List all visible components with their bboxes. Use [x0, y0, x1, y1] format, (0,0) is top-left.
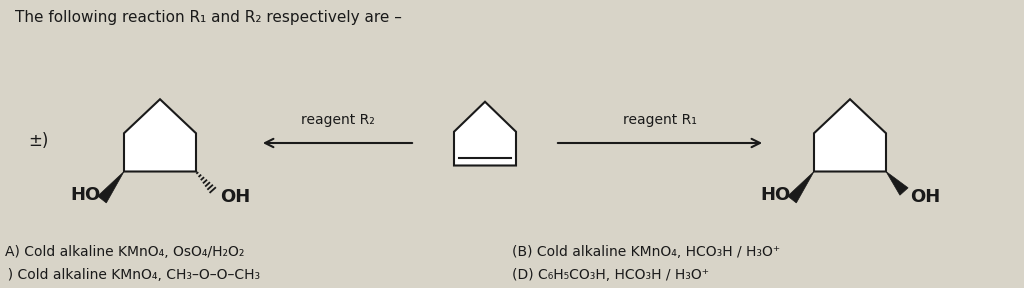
Text: reagent R₁: reagent R₁ — [623, 113, 697, 127]
Polygon shape — [97, 171, 124, 203]
Text: OH: OH — [220, 187, 250, 206]
Text: HO: HO — [760, 187, 791, 204]
Text: HO: HO — [70, 187, 100, 204]
Polygon shape — [814, 99, 886, 171]
Text: A) Cold alkaline KMnO₄, OsO₄/H₂O₂: A) Cold alkaline KMnO₄, OsO₄/H₂O₂ — [5, 245, 245, 259]
Text: OH: OH — [910, 187, 940, 206]
Polygon shape — [787, 171, 814, 203]
Text: The following reaction R₁ and R₂ respectively are –: The following reaction R₁ and R₂ respect… — [15, 10, 401, 25]
Text: (B) Cold alkaline KMnO₄, HCO₃H / H₃O⁺: (B) Cold alkaline KMnO₄, HCO₃H / H₃O⁺ — [512, 245, 780, 259]
Text: ±): ±) — [28, 132, 48, 150]
Text: reagent R₂: reagent R₂ — [301, 113, 375, 127]
Polygon shape — [124, 99, 196, 171]
Text: ) Cold alkaline KMnO₄, CH₃–O–O–CH₃: ) Cold alkaline KMnO₄, CH₃–O–O–CH₃ — [5, 268, 260, 282]
Polygon shape — [454, 102, 516, 166]
Polygon shape — [886, 171, 908, 195]
Text: (D) C₆H₅CO₃H, HCO₃H / H₃O⁺: (D) C₆H₅CO₃H, HCO₃H / H₃O⁺ — [512, 268, 709, 282]
